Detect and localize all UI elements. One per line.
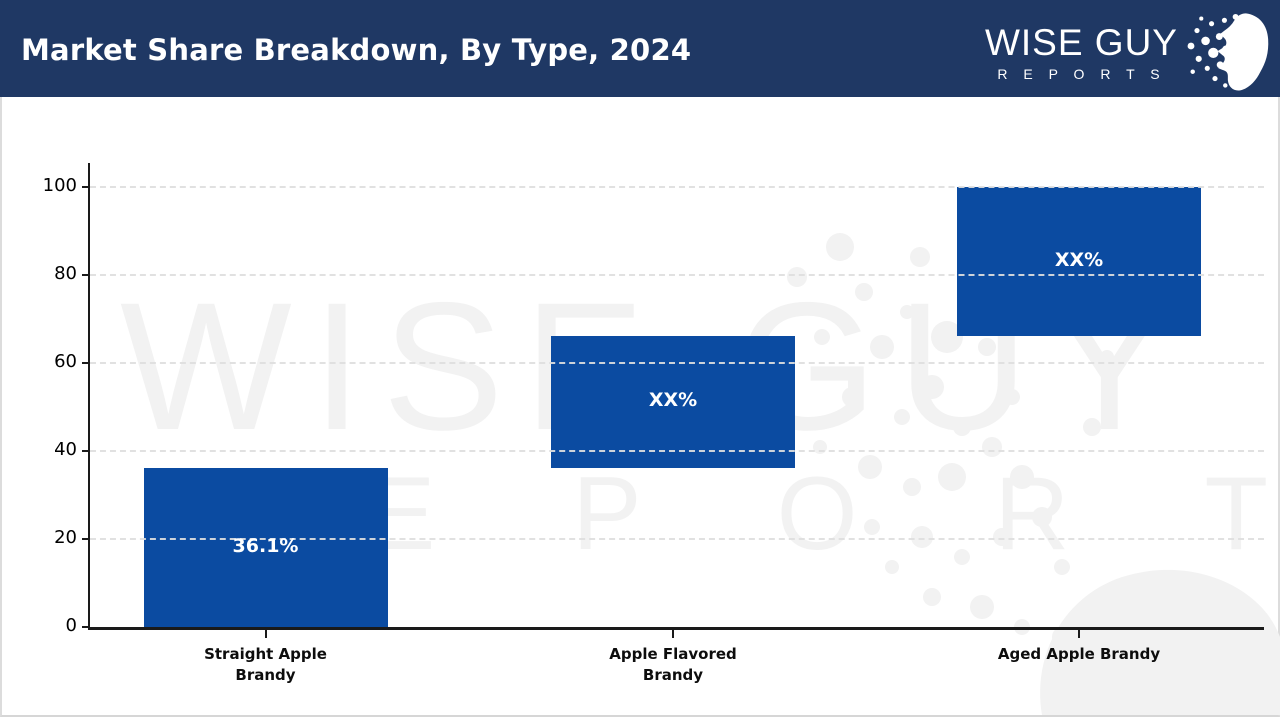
gridline	[90, 538, 1264, 540]
x-tick-mark	[672, 630, 674, 638]
y-tick-mark	[82, 538, 90, 540]
brand-face-icon	[1187, 13, 1269, 91]
x-category-label: Aged Apple Brandy	[997, 645, 1161, 663]
bar	[143, 468, 388, 627]
y-tick-label: 20	[54, 527, 77, 548]
x-category-label: Apple Flavored Brandy	[609, 645, 737, 684]
gridline	[90, 274, 1264, 276]
y-tick-mark	[82, 362, 90, 364]
brand-tagline: R E P O R T S	[997, 66, 1166, 82]
waterfall-chart: 0 20 40 60 80 100 36.1% Straight Apple Brandy XX%…	[2, 97, 1280, 715]
header: Market Share Breakdown, By Type, 2024 WI…	[0, 0, 1280, 97]
brand-logo: WISE GUY R E P O R T S	[985, 4, 1270, 94]
y-tick-mark	[82, 186, 90, 188]
y-tick-label: 100	[42, 175, 77, 196]
y-tick-mark	[82, 450, 90, 452]
y-tick-label: 0	[65, 615, 77, 636]
page-title: Market Share Breakdown, By Type, 2024	[21, 33, 692, 67]
y-tick-label: 60	[54, 351, 77, 372]
chart-area: WISE GUY R E P O R T S 02040608010036.1%…	[0, 97, 1280, 717]
brand-name: WISE GUY	[984, 22, 1178, 63]
x-tick-mark	[264, 630, 267, 638]
bar-value-label: XX%	[1054, 248, 1104, 271]
y-tick-label: 40	[54, 439, 77, 460]
bar-value-label: 36.1%	[232, 534, 299, 557]
y-tick-mark	[82, 274, 90, 276]
gridline	[90, 186, 1264, 188]
bar-value-label: XX%	[648, 389, 698, 412]
brand-text: WISE GUY R E P O R T S	[985, 22, 1178, 82]
x-axis-line	[90, 627, 1264, 630]
y-tick-mark	[82, 626, 90, 628]
y-tick-label: 80	[54, 263, 77, 284]
x-tick-mark	[1078, 630, 1080, 638]
y-axis-line	[88, 163, 90, 630]
gridline	[90, 450, 1264, 452]
x-category-label: Straight Apple Brandy	[204, 645, 327, 684]
bar	[551, 336, 795, 469]
bar	[957, 187, 1201, 337]
gridline	[90, 362, 1264, 364]
